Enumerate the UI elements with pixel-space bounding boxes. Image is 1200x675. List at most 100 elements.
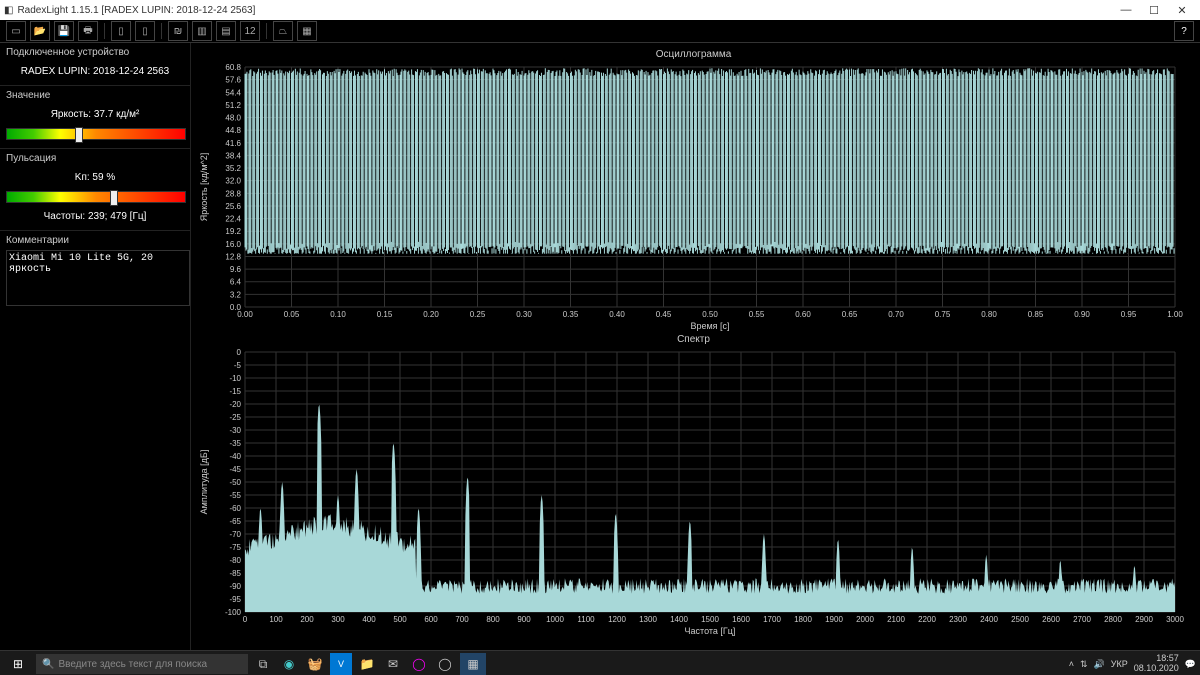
svg-text:-70: -70 [229, 530, 241, 539]
svg-text:-55: -55 [229, 491, 241, 500]
search-placeholder: Введите здесь текст для поиска [58, 659, 207, 670]
mail-icon[interactable]: ✉ [382, 653, 404, 675]
edge-icon[interactable]: ◉ [278, 653, 300, 675]
svg-text:51.2: 51.2 [225, 101, 241, 110]
comments-label: Комментарии [6, 235, 184, 246]
svg-text:100: 100 [269, 615, 283, 624]
toolbar-separator [161, 23, 162, 39]
svg-text:1.00: 1.00 [1167, 310, 1183, 319]
svg-text:25.6: 25.6 [225, 202, 241, 211]
start-button[interactable]: ⊞ [4, 653, 32, 675]
toolbar-bars2-icon[interactable]: ▤ [216, 21, 236, 41]
store-icon[interactable]: 🧺 [304, 653, 326, 675]
svg-text:12.8: 12.8 [225, 252, 241, 261]
toolbar-doc-icon[interactable]: ▯ [111, 21, 131, 41]
svg-text:Яркость [кд/м^2]: Яркость [кд/м^2] [199, 153, 209, 221]
svg-text:0.10: 0.10 [330, 310, 346, 319]
svg-text:Время [с]: Время [с] [690, 321, 729, 331]
toolbar-new-icon[interactable]: ▭ [6, 21, 26, 41]
svg-text:-100: -100 [225, 608, 242, 617]
help-button[interactable]: ? [1174, 21, 1194, 41]
tray-lang[interactable]: УКР [1111, 659, 1128, 669]
svg-text:-50: -50 [229, 478, 241, 487]
pulsation-label: Пульсация [6, 153, 184, 164]
svg-text:-30: -30 [229, 426, 241, 435]
svg-text:1500: 1500 [701, 615, 719, 624]
svg-text:500: 500 [393, 615, 407, 624]
svg-text:-5: -5 [234, 361, 242, 370]
svg-text:-45: -45 [229, 465, 241, 474]
svg-text:0.15: 0.15 [377, 310, 393, 319]
window-titlebar: ◧ RadexLight 1.15.1 [RADEX LUPIN: 2018-1… [0, 0, 1200, 20]
tray-chevron-icon[interactable]: ˄ [1069, 659, 1074, 669]
svg-text:2000: 2000 [856, 615, 874, 624]
svg-text:Частота [Гц]: Частота [Гц] [685, 626, 736, 636]
device-value: RADEX LUPIN: 2018-12-24 2563 [6, 62, 184, 81]
svg-text:1800: 1800 [794, 615, 812, 624]
svg-text:300: 300 [331, 615, 345, 624]
search-icon: 🔍 [42, 659, 54, 670]
svg-text:60.8: 60.8 [225, 63, 241, 72]
svg-text:0.60: 0.60 [795, 310, 811, 319]
toolbar-doc2-icon[interactable]: ▯ [135, 21, 155, 41]
tray-sound-icon[interactable]: 🔊 [1094, 659, 1105, 670]
radex-icon[interactable]: ▦ [460, 653, 486, 675]
svg-text:0: 0 [243, 615, 248, 624]
svg-text:0.90: 0.90 [1074, 310, 1090, 319]
svg-text:0.50: 0.50 [702, 310, 718, 319]
svg-text:200: 200 [300, 615, 314, 624]
app-icon[interactable]: ◯ [408, 653, 430, 675]
svg-text:1900: 1900 [825, 615, 843, 624]
explorer-icon[interactable]: 📁 [356, 653, 378, 675]
svg-text:0.35: 0.35 [563, 310, 579, 319]
spectrum-title: Спектр [195, 334, 1192, 345]
svg-text:6.4: 6.4 [230, 278, 242, 287]
tray-clock[interactable]: 18:57 08.10.2020 [1134, 654, 1179, 674]
svg-text:Амплитуда [дБ]: Амплитуда [дБ] [199, 450, 209, 515]
toolbar-wave-icon[interactable]: ₪ [168, 21, 188, 41]
svg-text:0.20: 0.20 [423, 310, 439, 319]
toolbar-grid-icon[interactable]: ▦ [297, 21, 317, 41]
svg-text:2500: 2500 [1011, 615, 1029, 624]
tray-notif-icon[interactable]: 💬 [1185, 659, 1196, 670]
toolbar-separator [104, 23, 105, 39]
svg-text:0.80: 0.80 [981, 310, 997, 319]
toolbar-print-icon[interactable]: 🖶 [78, 21, 98, 41]
svg-text:9.6: 9.6 [230, 265, 242, 274]
brightness-value: Яркость: 37.7 кд/м² [6, 105, 184, 124]
svg-text:-90: -90 [229, 582, 241, 591]
chrome-icon[interactable]: ◯ [434, 653, 456, 675]
toolbar-num-icon[interactable]: 12 [240, 21, 260, 41]
taskview-icon[interactable]: ⧉ [252, 653, 274, 675]
toolbar-save-icon[interactable]: 💾 [54, 21, 74, 41]
tray-wifi-icon[interactable]: ⇅ [1080, 659, 1088, 670]
svg-text:0.55: 0.55 [749, 310, 765, 319]
svg-text:3.2: 3.2 [230, 290, 242, 299]
svg-text:22.4: 22.4 [225, 215, 241, 224]
search-input[interactable]: 🔍 Введите здесь текст для поиска [36, 654, 248, 674]
toolbar-bars-icon[interactable]: ▥ [192, 21, 212, 41]
svg-text:1100: 1100 [577, 615, 595, 624]
taskbar: ⊞ 🔍 Введите здесь текст для поиска ⧉ ◉ 🧺… [0, 650, 1200, 675]
toolbar-chart-icon[interactable]: ⏢ [273, 21, 293, 41]
svg-text:-40: -40 [229, 452, 241, 461]
svg-text:57.6: 57.6 [225, 76, 241, 85]
svg-text:-65: -65 [229, 517, 241, 526]
close-button[interactable]: ✕ [1168, 4, 1196, 17]
svg-text:-80: -80 [229, 556, 241, 565]
svg-text:38.4: 38.4 [225, 151, 241, 160]
svg-text:2700: 2700 [1073, 615, 1091, 624]
svg-text:54.4: 54.4 [225, 88, 241, 97]
toolbar-open-icon[interactable]: 📂 [30, 21, 50, 41]
app-icon: ◧ [4, 5, 13, 16]
brightness-bar [6, 128, 186, 140]
svg-text:2600: 2600 [1042, 615, 1060, 624]
comments-input[interactable] [6, 250, 190, 306]
svg-text:32.0: 32.0 [225, 177, 241, 186]
maximize-button[interactable]: ☐ [1140, 4, 1168, 17]
vscode-icon[interactable]: V [330, 653, 352, 675]
app-title: RadexLight 1.15.1 [RADEX LUPIN: 2018-12-… [17, 5, 255, 16]
minimize-button[interactable]: — [1112, 4, 1140, 17]
svg-text:1400: 1400 [670, 615, 688, 624]
svg-text:-20: -20 [229, 400, 241, 409]
